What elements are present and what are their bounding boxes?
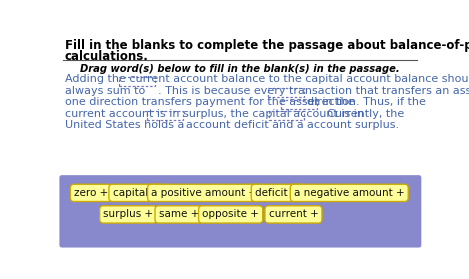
Text: Fill in the blanks to complete the passage about balance-of-payments: Fill in the blanks to complete the passa… xyxy=(65,39,469,52)
Text: one direction transfers payment for the asset in the: one direction transfers payment for the … xyxy=(65,97,354,107)
Text: a negative amount +: a negative amount + xyxy=(294,188,405,198)
Text: calculations.: calculations. xyxy=(65,50,149,63)
Bar xyxy=(268,88,303,97)
FancyBboxPatch shape xyxy=(60,175,421,247)
Text: . This is because every transaction that transfers an asset in: . This is because every transaction that… xyxy=(158,86,469,96)
Text: surplus +: surplus + xyxy=(103,210,153,219)
Text: always sum to: always sum to xyxy=(65,86,145,96)
Bar xyxy=(269,111,304,121)
Text: . Currently, the: . Currently, the xyxy=(320,109,404,119)
Text: same +: same + xyxy=(159,210,199,219)
Bar xyxy=(147,111,182,121)
Text: a positive amount +: a positive amount + xyxy=(151,188,257,198)
Text: deficit +: deficit + xyxy=(255,188,299,198)
Text: current account is in surplus, the capital account is in: current account is in surplus, the capit… xyxy=(65,109,364,119)
Text: opposite +: opposite + xyxy=(202,210,259,219)
Text: capital +: capital + xyxy=(113,188,159,198)
Bar xyxy=(281,100,317,109)
Text: current +: current + xyxy=(269,210,318,219)
Text: account deficit and a: account deficit and a xyxy=(186,121,303,131)
Text: direction. Thus, if the: direction. Thus, if the xyxy=(307,97,425,107)
Text: Drag word(s) below to fill in the blank(s) in the passage.: Drag word(s) below to fill in the blank(… xyxy=(80,64,400,74)
Text: zero +: zero + xyxy=(74,188,108,198)
Text: account surplus.: account surplus. xyxy=(307,121,400,131)
Text: United States holds a: United States holds a xyxy=(65,121,184,131)
Text: Adding the current account balance to the capital account balance should: Adding the current account balance to th… xyxy=(65,74,469,84)
Bar xyxy=(119,77,155,86)
